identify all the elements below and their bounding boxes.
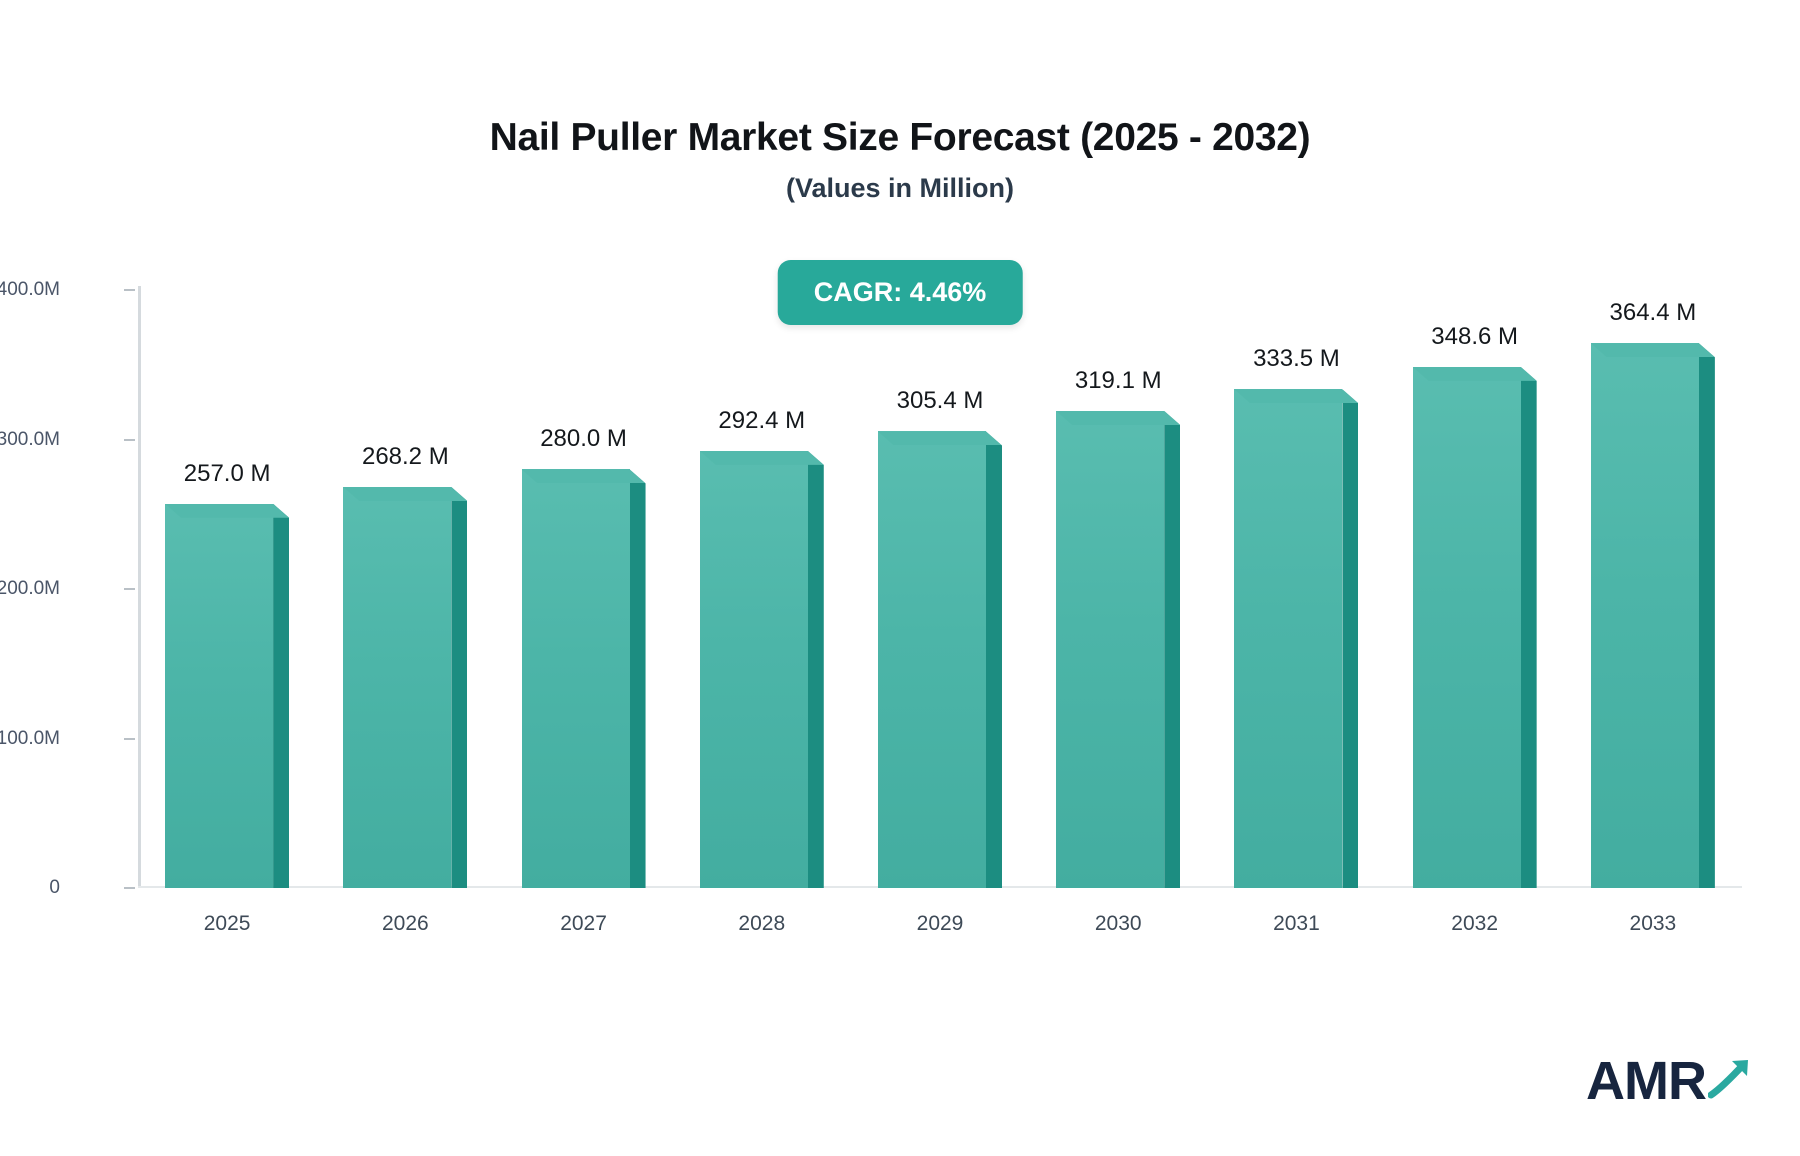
y-axis-tick-label: 0 bbox=[49, 877, 60, 898]
chart-subtitle: (Values in Million) bbox=[785, 173, 1015, 203]
bar-front-face bbox=[1412, 366, 1521, 888]
bar-body bbox=[343, 487, 468, 888]
bar-side-face bbox=[1520, 366, 1537, 888]
y-axis-tick-mark bbox=[124, 438, 135, 441]
bar-body bbox=[1234, 389, 1359, 888]
bar-2033[interactable]: 364.4 M bbox=[1590, 299, 1715, 888]
bar-2030[interactable]: 319.1 M bbox=[1056, 367, 1181, 888]
bar-value-label: 305.4 M bbox=[896, 387, 984, 415]
x-axis-tick-label: 2028 bbox=[738, 912, 786, 935]
bar-side-face bbox=[629, 469, 646, 888]
bar-value-label: 292.4 M bbox=[718, 406, 806, 434]
x-axis-tick-label: 2026 bbox=[381, 912, 429, 935]
bar-front-face bbox=[343, 487, 452, 888]
bar-2025[interactable]: 257.0 M bbox=[165, 460, 290, 888]
bar-top-face bbox=[521, 469, 646, 484]
bar-front-face bbox=[1056, 410, 1165, 888]
bar-value-label: 319.1 M bbox=[1074, 366, 1162, 394]
bar-top-face bbox=[878, 431, 1002, 446]
y-axis-tick-label: 400.0M bbox=[0, 279, 60, 300]
bar-top-face bbox=[699, 450, 824, 465]
amr-logo-text: AMR bbox=[1586, 1051, 1707, 1111]
bar-side-face bbox=[451, 487, 468, 888]
bar-front-face bbox=[521, 469, 630, 888]
bar-value-label: 333.5 M bbox=[1253, 345, 1340, 373]
bar-top-face bbox=[1056, 410, 1181, 425]
bar-front-face bbox=[699, 450, 808, 888]
bar-side-face bbox=[273, 503, 290, 888]
bar-2029[interactable]: 305.4 M bbox=[878, 387, 1002, 888]
bar-2031[interactable]: 333.5 M bbox=[1234, 345, 1359, 888]
x-axis-tick-label: 2033 bbox=[1629, 912, 1677, 935]
x-axis-tick-label: 2027 bbox=[560, 912, 607, 935]
y-axis-tick-label: 200.0M bbox=[0, 578, 60, 599]
bar-2032[interactable]: 348.6 M bbox=[1412, 323, 1537, 888]
x-axis-tick-label: 2031 bbox=[1273, 912, 1320, 935]
bar-front-face bbox=[165, 503, 274, 888]
bar-body bbox=[521, 469, 646, 888]
bar-body bbox=[1056, 410, 1181, 888]
x-axis-tick-label: 2025 bbox=[203, 912, 251, 935]
cagr-badge: CAGR: 4.46% bbox=[777, 260, 1023, 325]
y-axis-tick-mark bbox=[124, 737, 135, 740]
bar-top-face bbox=[1412, 366, 1537, 381]
x-axis-tick-label: 2030 bbox=[1094, 912, 1142, 935]
bar-front-face bbox=[1590, 343, 1699, 888]
bar-top-face bbox=[343, 487, 468, 502]
amr-logo: AMR bbox=[1586, 1054, 1752, 1108]
y-axis-tick-mark bbox=[124, 887, 135, 889]
x-axis-tick-label: 2029 bbox=[916, 912, 964, 935]
bar-value-label: 257.0 M bbox=[183, 459, 271, 487]
y-axis-tick-mark bbox=[124, 289, 135, 291]
bar-value-label: 280.0 M bbox=[540, 425, 627, 453]
bar-body bbox=[878, 431, 1002, 888]
bar-side-face bbox=[1164, 410, 1181, 888]
x-axis-tick-label: 2032 bbox=[1451, 912, 1499, 935]
bar-value-label: 348.6 M bbox=[1431, 322, 1519, 350]
bar-side-face bbox=[1342, 389, 1359, 888]
bar-front-face bbox=[878, 431, 986, 888]
y-axis-tick-label: 100.0M bbox=[0, 727, 60, 749]
bar-body bbox=[165, 503, 290, 888]
y-axis-line bbox=[138, 286, 141, 888]
y-axis-tick-label: 300.0M bbox=[0, 428, 60, 450]
bar-value-label: 268.2 M bbox=[361, 443, 449, 471]
bar-top-face bbox=[165, 503, 290, 518]
bar-2028[interactable]: 292.4 M bbox=[699, 407, 824, 888]
y-axis-tick-mark bbox=[124, 588, 135, 590]
growth-arrow-icon bbox=[1707, 1055, 1752, 1104]
bar-body bbox=[699, 450, 824, 888]
bar-value-label: 364.4 M bbox=[1609, 299, 1697, 327]
bar-body bbox=[1412, 366, 1537, 888]
bar-side-face bbox=[1698, 343, 1715, 888]
bar-top-face bbox=[1234, 389, 1359, 404]
bar-front-face bbox=[1234, 389, 1343, 888]
bar-side-face bbox=[807, 450, 824, 888]
chart-title: Nail Puller Market Size Forecast (2025 -… bbox=[489, 116, 1311, 159]
bar-body bbox=[1590, 343, 1715, 888]
bar-2026[interactable]: 268.2 M bbox=[343, 443, 468, 888]
chart-plot-area: 400.0M 300.0M 200.0M 100.0M 0 257.0 M 268.2 M… bbox=[0, 279, 1742, 898]
bar-side-face bbox=[986, 431, 1002, 888]
bar-top-face bbox=[1590, 343, 1715, 358]
bar-2027[interactable]: 280.0 M bbox=[521, 425, 646, 888]
